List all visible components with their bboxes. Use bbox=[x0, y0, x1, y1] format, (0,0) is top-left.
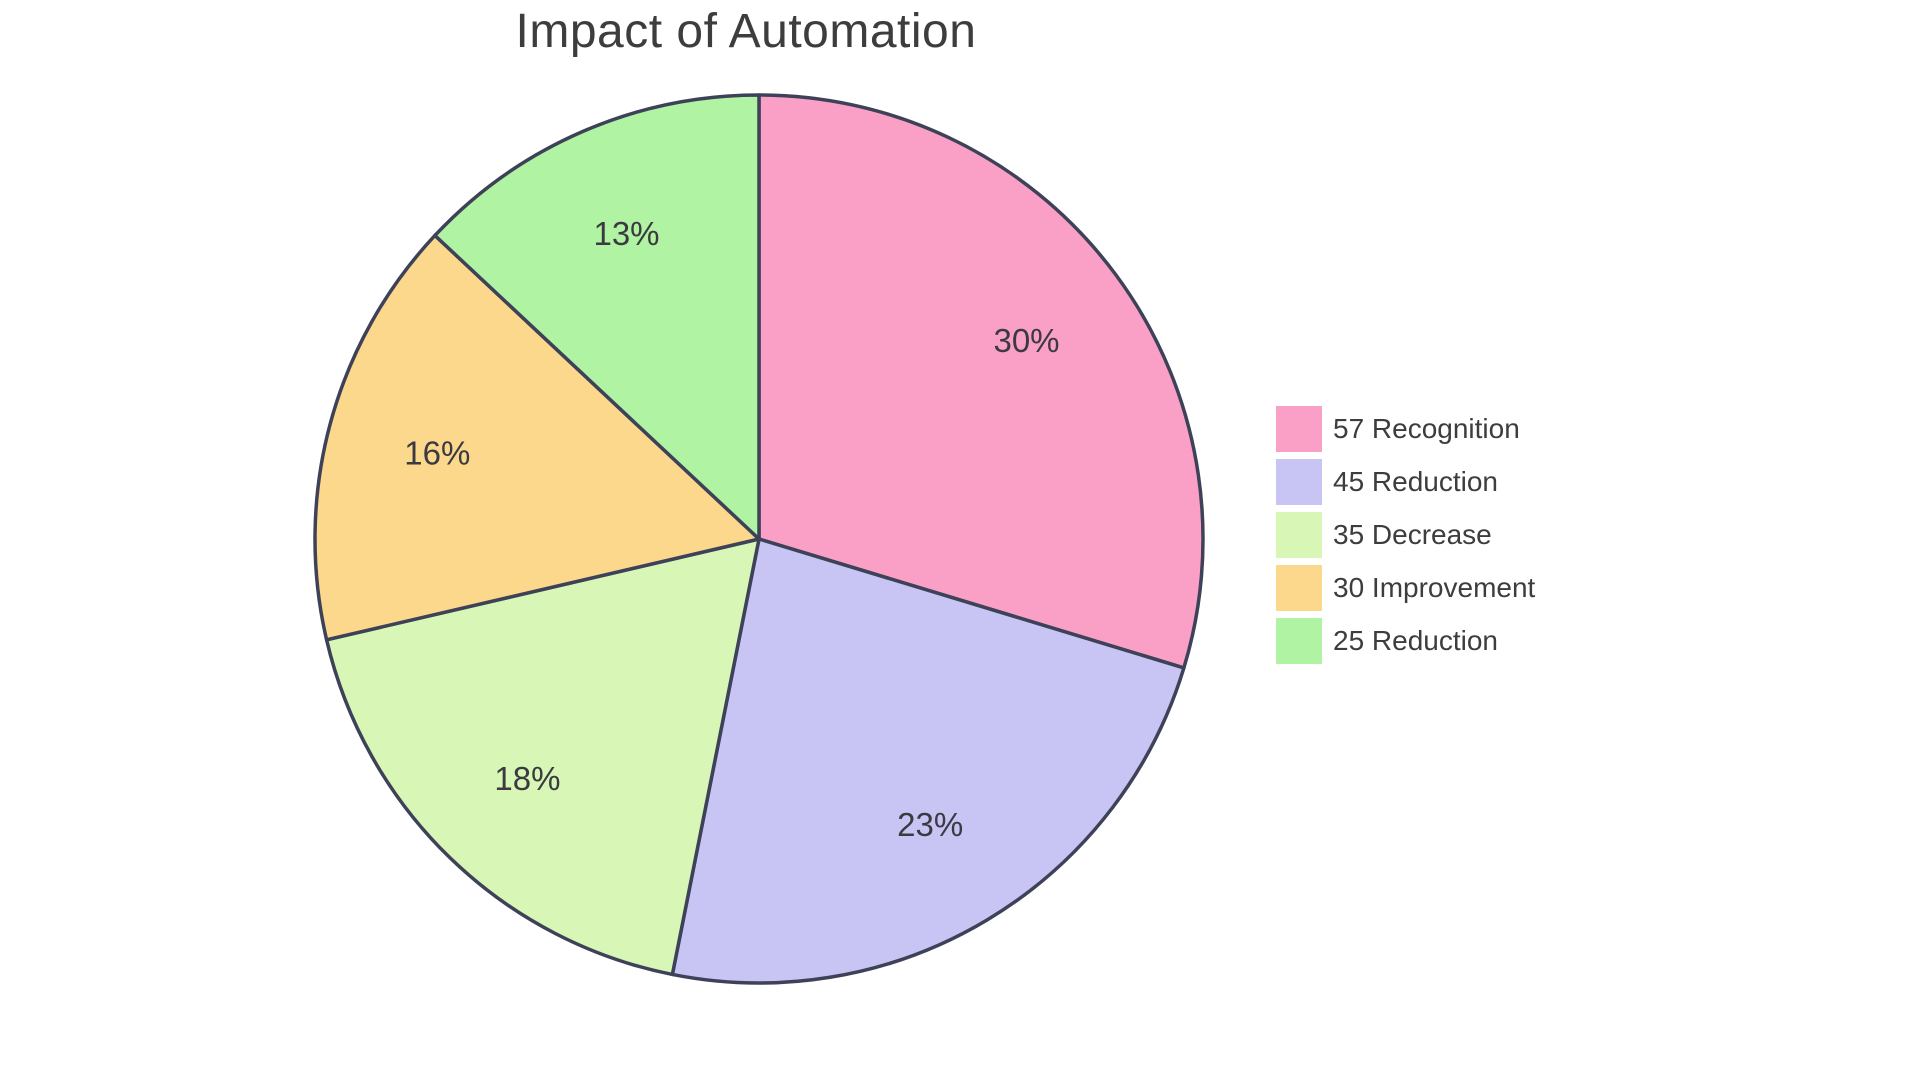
pie-slice-percent-label: 18% bbox=[494, 760, 560, 797]
pie-slice-percent-label: 23% bbox=[897, 806, 963, 843]
legend-label: 30 Improvement bbox=[1333, 572, 1536, 603]
legend-swatch bbox=[1276, 512, 1322, 558]
legend-label: 35 Decrease bbox=[1333, 519, 1492, 550]
legend-item-decrease[interactable]: 35 Decrease bbox=[1276, 512, 1535, 558]
pie-slice[interactable] bbox=[757, 93, 1205, 670]
pie-slice[interactable] bbox=[324, 537, 761, 977]
legend: 57 Recognition 45 Reduction 35 Decrease … bbox=[1276, 406, 1535, 664]
pie-slice[interactable] bbox=[433, 93, 761, 541]
legend-swatch bbox=[1276, 618, 1322, 664]
legend-label: 45 Reduction bbox=[1333, 466, 1499, 497]
legend-label: 57 Recognition bbox=[1333, 413, 1520, 444]
legend-item-recognition[interactable]: 57 Recognition bbox=[1276, 406, 1535, 452]
legend-item-reduction-25[interactable]: 25 Reduction bbox=[1276, 618, 1535, 664]
chart-title: Impact of Automation bbox=[515, 5, 977, 58]
pie-slice-percent-label: 30% bbox=[993, 322, 1059, 359]
legend-swatch bbox=[1276, 565, 1322, 611]
legend-label: 25 Reduction bbox=[1333, 625, 1499, 656]
pie-slice-percent-label: 16% bbox=[404, 434, 470, 471]
pie-slice[interactable] bbox=[313, 233, 761, 642]
legend-swatch bbox=[1276, 406, 1322, 452]
legend-item-improvement[interactable]: 30 Improvement bbox=[1276, 565, 1535, 611]
pie-slice[interactable] bbox=[670, 537, 1186, 985]
pie-slice-percent-label: 13% bbox=[593, 215, 659, 252]
legend-item-reduction-45[interactable]: 45 Reduction bbox=[1276, 459, 1535, 505]
legend-swatch bbox=[1276, 459, 1322, 505]
